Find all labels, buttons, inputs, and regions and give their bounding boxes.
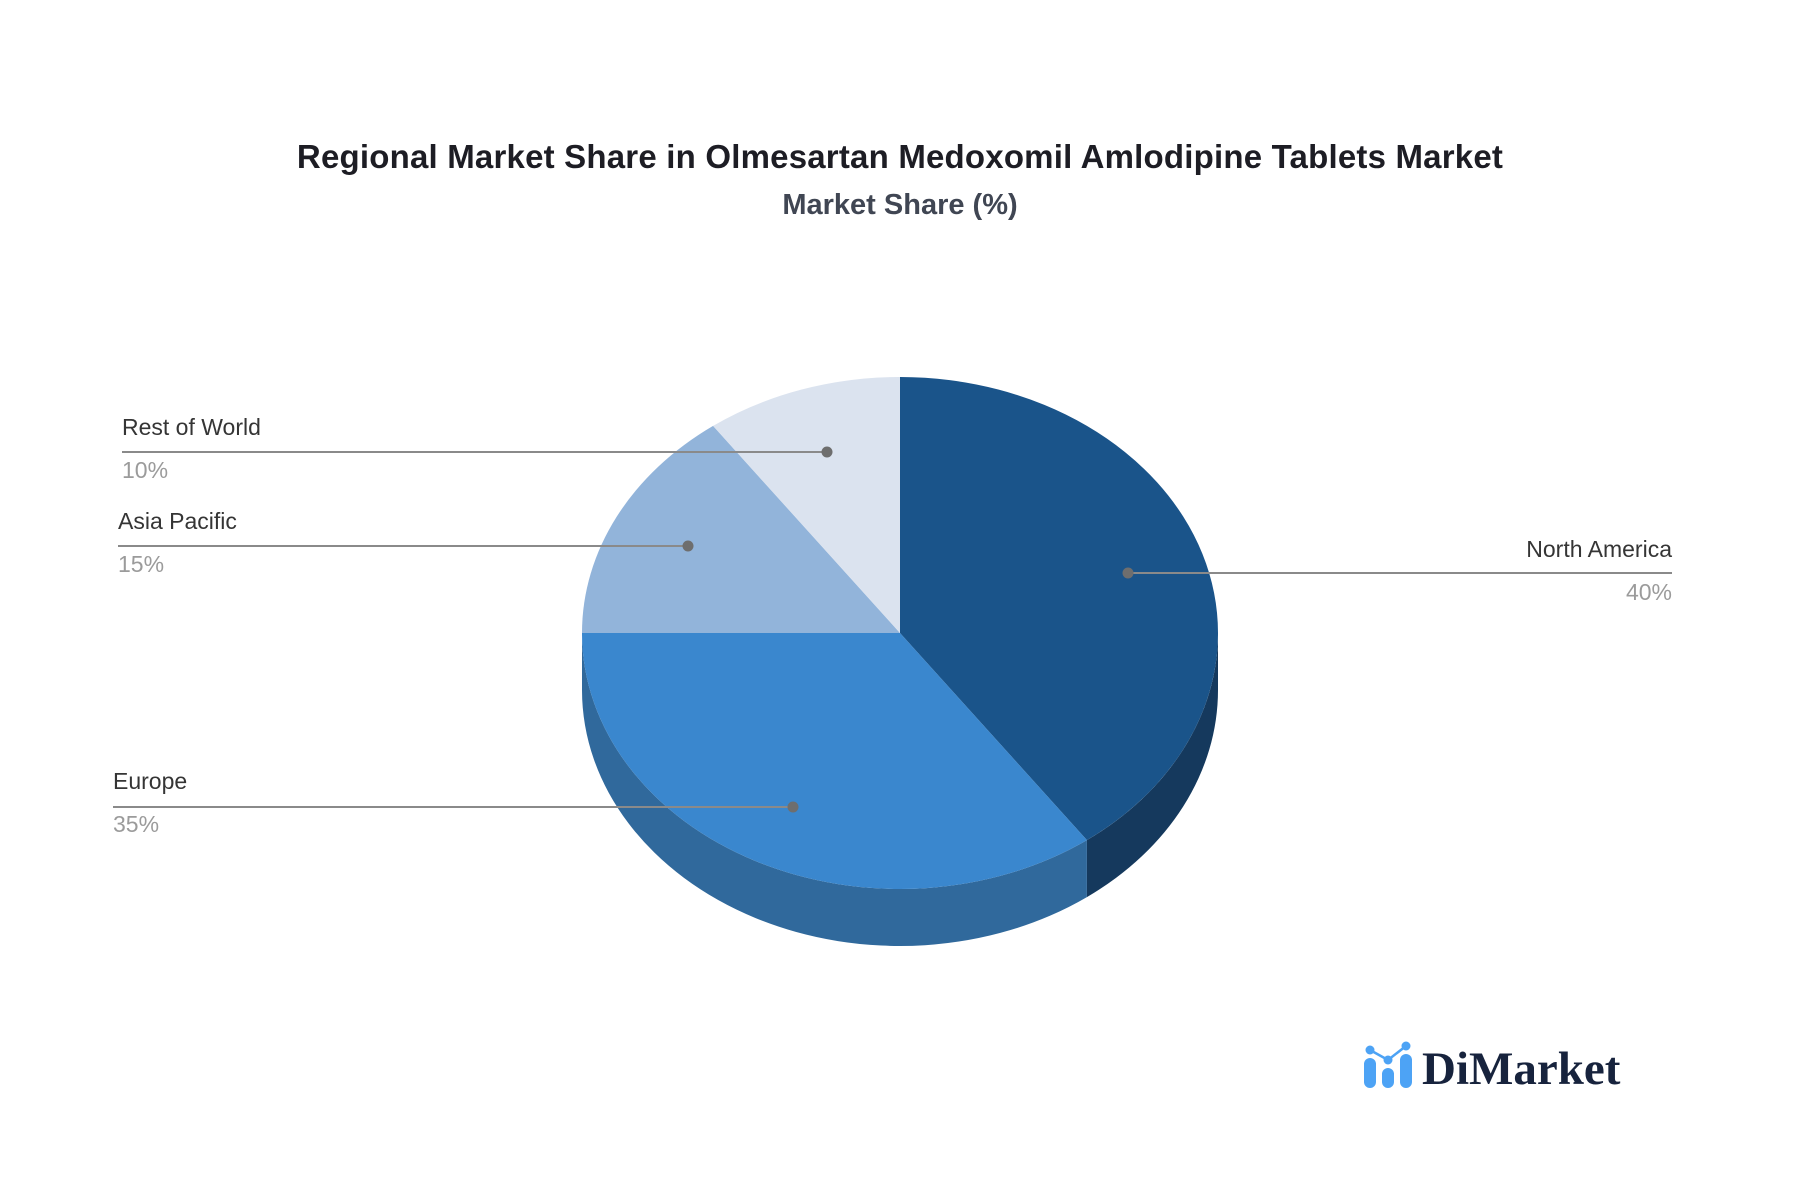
- callout-europe: Europe 35%: [113, 768, 187, 838]
- callout-dot-europe: [787, 801, 799, 813]
- callout-dot-north-america: [1122, 567, 1134, 579]
- slice-percent: 15%: [118, 551, 165, 577]
- callout-dot-asia-pacific: [682, 540, 694, 552]
- brand-logo: DiMarket: [1358, 1038, 1620, 1094]
- bar-line-chart-icon: [1364, 1041, 1412, 1088]
- callout-asia-pacific: Asia Pacific 15%: [118, 508, 237, 578]
- pie-slice-north-america[interactable]: [900, 377, 1218, 841]
- pie-slice-asia-pacific[interactable]: [582, 425, 900, 633]
- slice-label: Rest of World: [122, 414, 261, 440]
- pie-slice-europe[interactable]: [582, 633, 1087, 889]
- chart-subtitle: Market Share (%): [782, 189, 1018, 221]
- slice-label: Asia Pacific: [118, 508, 237, 534]
- slice-percent: 40%: [1625, 579, 1672, 605]
- pie-slice-side-north-america: [1086, 633, 1218, 898]
- pie-slice-rest-of-world[interactable]: [713, 377, 900, 633]
- chart-title: Regional Market Share in Olmesartan Medo…: [296, 138, 1504, 175]
- slice-label: North America: [1526, 536, 1672, 562]
- callout-north-america: North America 40%: [1526, 536, 1672, 606]
- slice-percent: 10%: [122, 457, 169, 483]
- slice-percent: 35%: [113, 811, 160, 837]
- callout-dot-rest-of-world: [821, 446, 833, 458]
- pie-slice-side-europe: [582, 633, 1087, 946]
- callout-rest-of-world: Rest of World 10%: [122, 414, 261, 484]
- slice-label: Europe: [113, 768, 188, 794]
- brand-name: DiMarket: [1422, 1043, 1621, 1095]
